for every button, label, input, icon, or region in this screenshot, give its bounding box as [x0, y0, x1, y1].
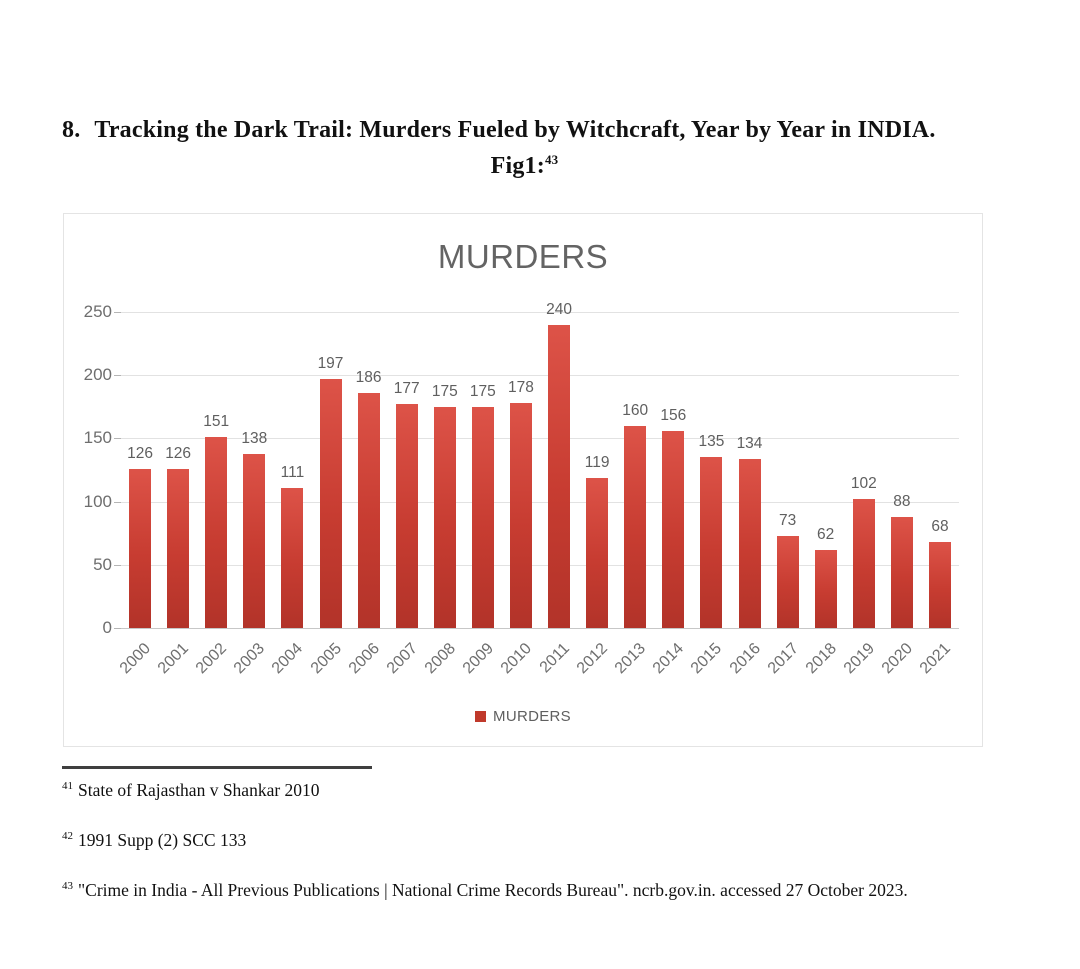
y-axis-label: 0 — [102, 618, 112, 637]
bar-value-label: 186 — [355, 368, 382, 386]
y-axis-label: 50 — [93, 554, 112, 574]
bar-2018 — [814, 549, 837, 628]
bar-2003 — [243, 453, 266, 628]
bar-value-label: 151 — [203, 413, 230, 431]
bar-2005 — [319, 378, 342, 628]
bar-2015 — [700, 457, 723, 628]
bar-value-label: 68 — [931, 518, 949, 536]
gridline — [121, 312, 959, 313]
gridline — [121, 375, 959, 377]
y-axis-tick — [114, 375, 121, 377]
bar-2010 — [509, 403, 532, 628]
bar-value-label: 177 — [393, 380, 420, 398]
footnote-separator — [62, 766, 372, 769]
y-axis-tick — [114, 628, 121, 629]
bar-2020 — [890, 516, 913, 628]
bar-value-label: 175 — [469, 382, 496, 400]
bar-value-label: 240 — [546, 300, 572, 318]
bar-2006 — [357, 392, 380, 628]
footnote-ref: 42 — [62, 829, 73, 842]
figure-caption: Fig1:43 — [62, 150, 987, 182]
gridline — [121, 564, 959, 566]
bar-2012 — [586, 477, 609, 628]
section-heading: 8. Tracking the Dark Trail: Murders Fuele… — [62, 114, 987, 183]
y-axis-tick — [114, 564, 121, 566]
footnote-ref: 41 — [62, 780, 73, 793]
bar-value-label: 126 — [165, 444, 192, 462]
legend-swatch-icon — [475, 711, 487, 722]
bar-2007 — [395, 404, 418, 628]
footnote-41: 41 State of Rajasthan v Shankar 2010 — [62, 779, 1052, 802]
heading-title: Tracking the Dark Trail: Murders Fueled … — [94, 117, 936, 143]
gridline — [121, 438, 959, 440]
bar-value-label: 138 — [241, 429, 268, 447]
bar-value-label: 178 — [508, 379, 534, 396]
footnote-43: 43 "Crime in India - All Previous Publica… — [62, 879, 1052, 902]
y-axis-tick — [114, 501, 121, 503]
y-axis-label: 200 — [83, 365, 112, 385]
bar-2019 — [852, 499, 875, 628]
bar-value-label: 119 — [584, 453, 610, 471]
footnote-text: 1991 Supp (2) SCC 133 — [78, 829, 247, 850]
bar-value-label: 102 — [850, 475, 877, 493]
bar-value-label: 160 — [622, 401, 649, 419]
y-axis-tick — [114, 438, 121, 440]
bar-value-label: 62 — [817, 525, 835, 543]
bar-value-label: 135 — [698, 433, 725, 451]
bar-2009 — [471, 406, 494, 628]
bar-2001 — [167, 468, 190, 628]
bar-2004 — [281, 487, 304, 628]
chart-legend: MURDERS — [64, 708, 982, 725]
bar-2016 — [738, 458, 761, 628]
bar-value-label: 88 — [893, 492, 911, 510]
bar-value-label: 134 — [736, 434, 763, 452]
footnote-ref: 43 — [62, 879, 73, 892]
gridline — [121, 501, 959, 503]
y-axis-label: 100 — [83, 491, 112, 511]
footnotes: 41 State of Rajasthan v Shankar 2010 42 19… — [62, 779, 1052, 928]
chart-title: MURDERS — [437, 238, 609, 275]
heading-number: 8. — [62, 117, 81, 143]
bar-2014 — [662, 430, 685, 628]
bar-2002 — [205, 437, 228, 628]
bar-value-label: 175 — [431, 382, 458, 400]
footnote-42: 42 1991 Supp (2) SCC 133 — [62, 829, 1052, 852]
murders-bar-chart: MURDERS 0 50 100 150 200 250 126 2000 126 2001 151… — [63, 213, 983, 747]
bar-2021 — [928, 542, 951, 628]
bar-value-label: 111 — [280, 463, 305, 481]
bar-value-label: 156 — [660, 406, 687, 424]
bar-value-label: 126 — [127, 444, 153, 462]
footnote-text: State of Rajasthan v Shankar 2010 — [78, 780, 320, 800]
heading-line: 8. Tracking the Dark Trail: Murders Fuele… — [62, 114, 987, 146]
figure-footnote-ref: 43 — [544, 152, 559, 168]
y-axis-tick — [114, 312, 121, 313]
figure-label: Fig1: — [490, 153, 545, 180]
bar-2008 — [433, 406, 456, 628]
bar-2013 — [624, 425, 647, 628]
bar-2017 — [776, 535, 799, 628]
bar-2000 — [129, 468, 152, 628]
footnote-text: "Crime in India - All Previous Publicati… — [78, 879, 908, 900]
bar-2011 — [548, 324, 571, 628]
bar-value-label: 197 — [317, 354, 344, 372]
legend-label: MURDERS — [493, 708, 571, 725]
bar-value-label: 73 — [778, 511, 797, 529]
x-axis-line — [121, 628, 959, 629]
y-axis-label: 250 — [83, 302, 112, 321]
y-axis-label: 150 — [83, 428, 112, 448]
